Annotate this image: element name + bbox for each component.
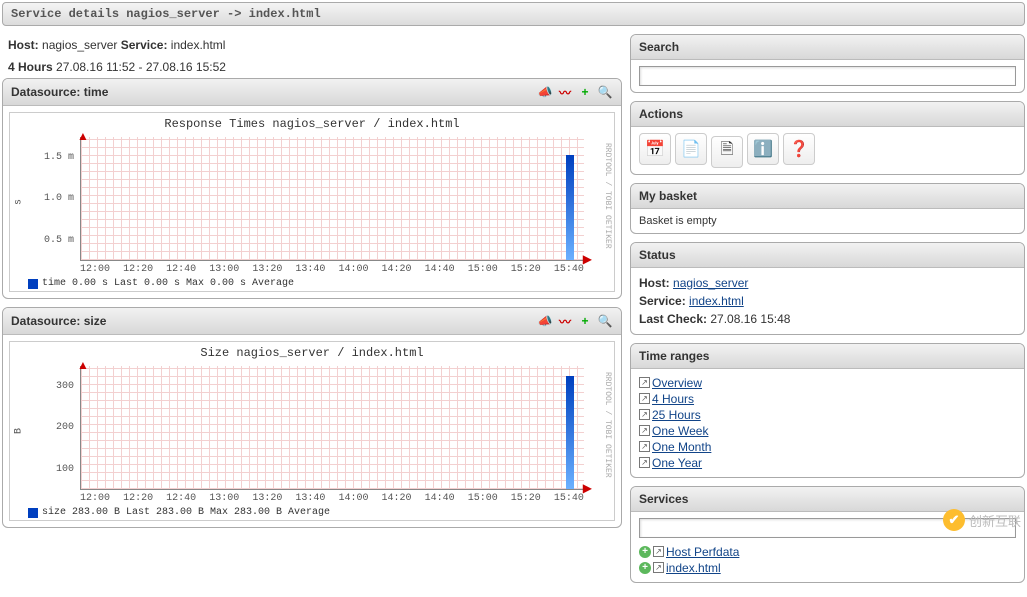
- search-head: Search: [631, 35, 1024, 60]
- timeranges-panel: Time ranges ↗Overview↗4 Hours↗25 Hours↗O…: [630, 343, 1025, 478]
- plus-icon[interactable]: +: [577, 313, 593, 329]
- rrdtool-credit: RRDTOOL / TOBI OETIKER: [603, 143, 612, 249]
- basket-panel: My basket Basket is empty: [630, 183, 1025, 234]
- basket-head: My basket: [631, 184, 1024, 209]
- chart-size-xaxis: 12:0012:2012:4013:0013:2013:4014:0014:20…: [80, 493, 584, 504]
- chart-time-yaxis: 0.5 m1.0 m1.5 m: [40, 137, 78, 261]
- status-head: Status: [631, 243, 1024, 268]
- plus-icon[interactable]: +: [577, 84, 593, 100]
- chart-size-yaxis: 100200300: [40, 366, 78, 490]
- timerange-link[interactable]: 25 Hours: [652, 408, 701, 422]
- external-link-icon: ↗: [653, 546, 664, 557]
- external-link-icon: ↗: [639, 393, 650, 404]
- timerange-link[interactable]: One Year: [652, 456, 702, 470]
- xml-icon[interactable]: 🗎: [711, 136, 743, 168]
- chart-time-legend: time 0.00 s Last 0.00 s Max 0.00 s Avera…: [28, 278, 294, 289]
- status-last-check: 27.08.16 15:48: [710, 312, 790, 326]
- ds-time-title: Datasource: time: [11, 85, 108, 99]
- chart-size-title: Size nagios_server / index.html: [10, 342, 614, 360]
- timerange-link[interactable]: 4 Hours: [652, 392, 694, 406]
- title-bar: Service details nagios_server -> index.h…: [2, 2, 1025, 26]
- external-link-icon: ↗: [639, 409, 650, 420]
- external-link-icon: ↗: [639, 457, 650, 468]
- external-link-icon: ↗: [639, 377, 650, 388]
- actions-head: Actions: [631, 102, 1024, 127]
- actions-panel: Actions 📅📄🗎ℹ️❓: [630, 101, 1025, 175]
- services-head: Services: [631, 487, 1024, 512]
- add-icon[interactable]: +: [639, 562, 651, 574]
- wave-icon[interactable]: 〰: [557, 84, 573, 100]
- wave-icon[interactable]: 〰: [557, 313, 573, 329]
- calendar-icon[interactable]: 📅: [639, 133, 671, 165]
- basket-text: Basket is empty: [631, 209, 1024, 233]
- info-icon[interactable]: ℹ️: [747, 133, 779, 165]
- chart-time-title: Response Times nagios_server / index.htm…: [10, 113, 614, 131]
- chart-time-xaxis: 12:0012:2012:4013:0013:2013:4014:0014:20…: [80, 264, 584, 275]
- chart-size-ylabel: B: [14, 428, 25, 434]
- external-link-icon: ↗: [639, 425, 650, 436]
- megaphone-icon[interactable]: 📣: [537, 84, 553, 100]
- external-link-icon: ↗: [653, 562, 664, 573]
- status-panel: Status Host: nagios_server Service: inde…: [630, 242, 1025, 335]
- timerange-link[interactable]: One Month: [652, 440, 711, 454]
- datasource-size-panel: Datasource: size 📣 〰 + 🔍 Size nagios_ser…: [2, 307, 622, 528]
- add-icon[interactable]: +: [639, 546, 651, 558]
- rrdtool-credit: RRDTOOL / TOBI OETIKER: [603, 372, 612, 478]
- help-icon[interactable]: ❓: [783, 133, 815, 165]
- chart-size-legend: size 283.00 B Last 283.00 B Max 283.00 B…: [28, 507, 330, 518]
- timeranges-head: Time ranges: [631, 344, 1024, 369]
- chart-size-bar: [566, 376, 574, 489]
- timerange-link[interactable]: Overview: [652, 376, 702, 390]
- search-input[interactable]: [639, 66, 1016, 86]
- service-link[interactable]: Host Perfdata: [666, 545, 739, 559]
- datasource-time-panel: Datasource: time 📣 〰 + 🔍 Response Times …: [2, 78, 622, 299]
- search-panel: Search: [630, 34, 1025, 93]
- chart-time-ylabel: s: [14, 199, 25, 205]
- status-service-link[interactable]: index.html: [689, 294, 744, 308]
- ds-size-title: Datasource: size: [11, 314, 106, 328]
- chart-time: Response Times nagios_server / index.htm…: [9, 112, 615, 292]
- chart-time-bar: [566, 155, 574, 260]
- time-range-line: 4 Hours 27.08.16 11:52 - 27.08.16 15:52: [2, 56, 622, 78]
- host-service-line: Host: nagios_server Service: index.html: [2, 34, 622, 56]
- chart-size: Size nagios_server / index.html B 100200…: [9, 341, 615, 521]
- pdf-icon[interactable]: 📄: [675, 133, 707, 165]
- status-host-link[interactable]: nagios_server: [673, 276, 748, 290]
- service-link[interactable]: index.html: [666, 561, 721, 575]
- timerange-link[interactable]: One Week: [652, 424, 708, 438]
- megaphone-icon[interactable]: 📣: [537, 313, 553, 329]
- external-link-icon: ↗: [639, 441, 650, 452]
- zoom-icon[interactable]: 🔍: [597, 84, 613, 100]
- watermark: ✔创新互联: [943, 509, 1021, 531]
- services-panel: Services +↗Host Perfdata +↗index.html: [630, 486, 1025, 583]
- zoom-icon[interactable]: 🔍: [597, 313, 613, 329]
